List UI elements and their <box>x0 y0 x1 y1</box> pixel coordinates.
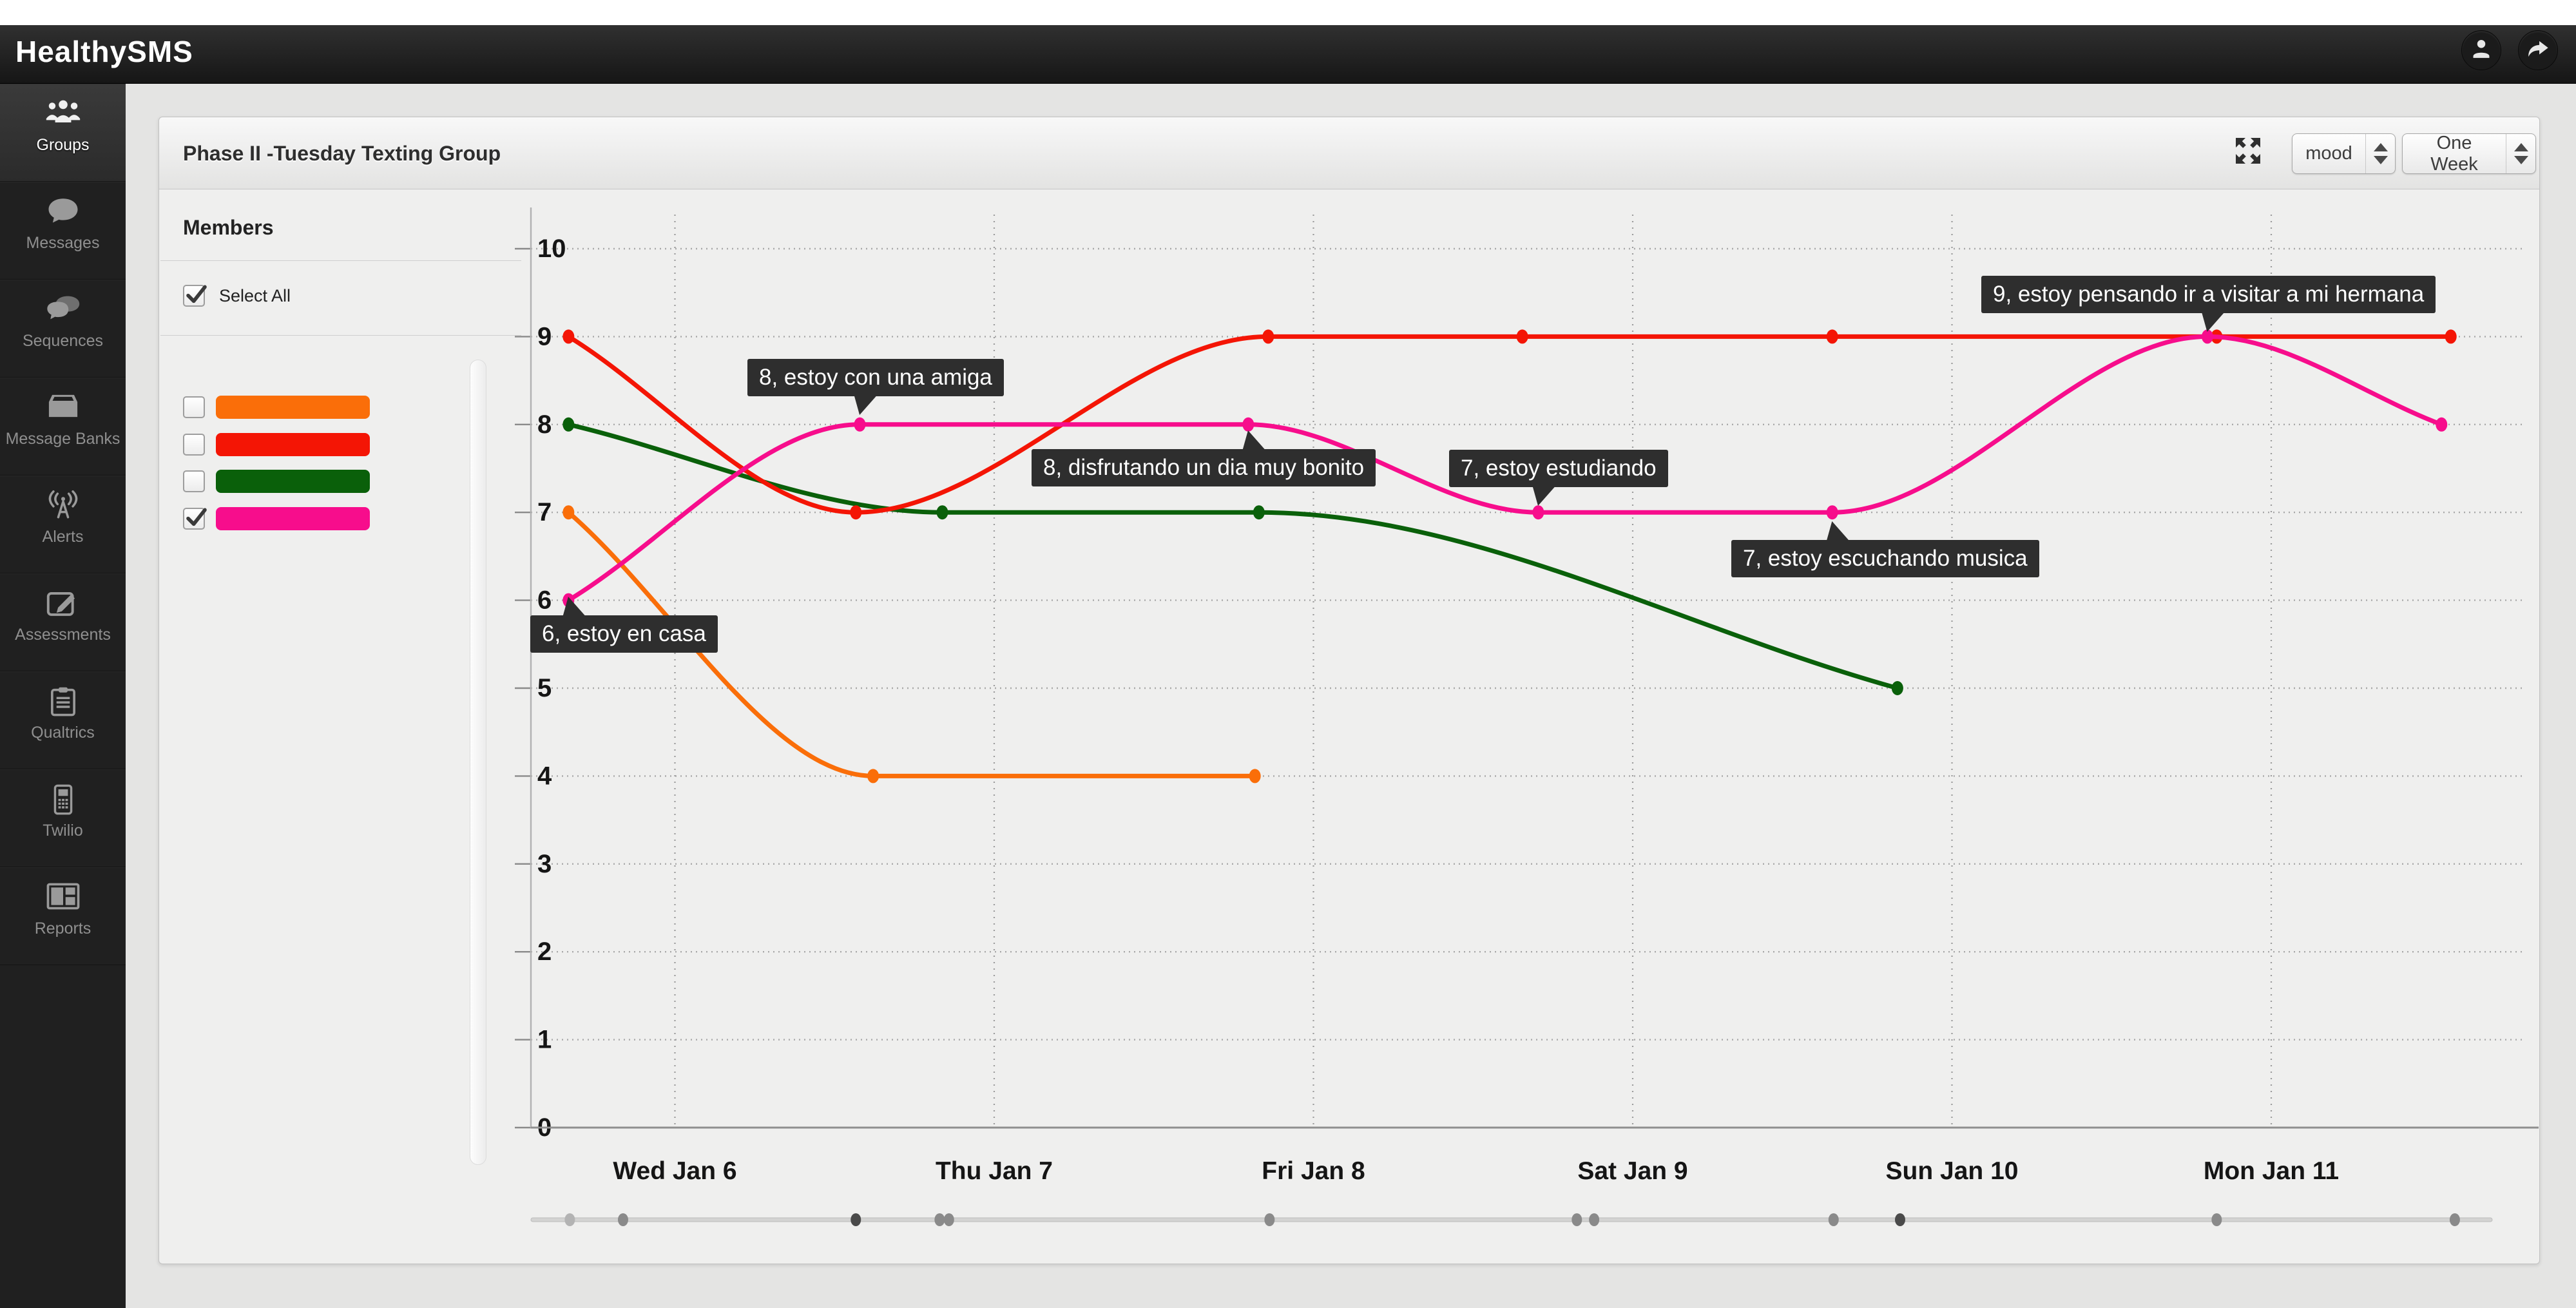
range-select[interactable]: One Week <box>2402 132 2536 175</box>
groups-icon <box>0 99 126 132</box>
select-all-row[interactable]: Select All <box>183 285 291 307</box>
member-color-bar <box>216 396 370 419</box>
sidebar-item-qualtrics[interactable]: Qualtrics <box>0 671 126 769</box>
sidebar-item-label: Groups <box>36 136 90 154</box>
sidebar-item-messages[interactable]: Messages <box>0 182 126 280</box>
person-icon <box>2470 37 2492 64</box>
clipboard-icon <box>0 686 126 720</box>
expand-arrows-icon <box>2235 138 2262 168</box>
sidebar-item-groups[interactable]: Groups <box>0 84 126 182</box>
layout-grid-icon <box>0 882 126 916</box>
edit-square-icon <box>0 588 126 622</box>
sidebar-item-sequences[interactable]: Sequences <box>0 280 126 378</box>
page-title: Phase II -Tuesday Texting Group <box>183 142 501 165</box>
speech-bubble-icon <box>0 197 126 230</box>
member-color-bar <box>216 432 370 456</box>
box-icon <box>0 392 126 426</box>
sidebar-item-label: Messages <box>26 234 100 252</box>
group-chart-panel: Phase II -Tuesday Texting Group mood One… <box>159 117 2540 1264</box>
members-heading: Members <box>183 216 274 239</box>
metric-select-value: mood <box>2305 143 2352 164</box>
double-bubble-icon <box>0 294 126 328</box>
member-row[interactable] <box>183 432 370 456</box>
panel-header: Phase II -Tuesday Texting Group mood One… <box>159 117 2539 189</box>
member-checkbox[interactable] <box>183 396 205 418</box>
checkmark-icon <box>186 508 207 526</box>
member-checkbox[interactable] <box>183 433 205 456</box>
sidebar: Groups Messages Sequences Message Banks <box>0 84 126 1308</box>
sidebar-item-alerts[interactable]: Alerts <box>0 476 126 573</box>
share-button[interactable] <box>2518 30 2558 70</box>
sidebar-item-label: Qualtrics <box>31 724 95 742</box>
range-select-value: One Week <box>2430 132 2478 175</box>
sidebar-item-label: Reports <box>34 919 91 938</box>
sidebar-item-label: Sequences <box>22 332 104 350</box>
member-checkbox[interactable] <box>183 507 207 530</box>
sidebar-item-label: Alerts <box>42 528 84 546</box>
share-arrow-icon <box>2526 39 2550 62</box>
stepper-arrows-icon <box>2506 134 2535 173</box>
divider <box>160 260 521 261</box>
sidebar-item-label: Twilio <box>43 822 83 840</box>
member-row[interactable] <box>183 506 370 530</box>
browser-top-strip <box>0 0 2576 25</box>
app-logo: HealthySMS <box>15 35 193 68</box>
sidebar-item-label: Message Banks <box>5 430 120 448</box>
member-checkbox[interactable] <box>183 470 205 492</box>
user-button[interactable] <box>2461 30 2501 70</box>
select-all-label: Select All <box>219 285 291 305</box>
sidebar-item-twilio[interactable]: Twilio <box>0 769 126 867</box>
sidebar-item-message-banks[interactable]: Message Banks <box>0 378 126 476</box>
sidebar-item-assessments[interactable]: Assessments <box>0 573 126 671</box>
checkmark-icon <box>186 285 207 303</box>
member-row[interactable] <box>183 396 370 419</box>
select-all-checkbox[interactable] <box>183 285 207 307</box>
stepper-arrows-icon <box>2365 134 2395 173</box>
phone-icon <box>0 784 126 818</box>
app-header: HealthySMS <box>0 25 2576 84</box>
sidebar-item-reports[interactable]: Reports <box>0 867 126 965</box>
member-color-bar <box>216 470 370 493</box>
member-color-bar <box>216 506 370 530</box>
expand-button[interactable] <box>2235 137 2262 165</box>
member-row[interactable] <box>183 470 370 493</box>
radio-tower-icon <box>0 490 126 524</box>
members-scrollbar[interactable] <box>470 360 486 1165</box>
sidebar-item-label: Assessments <box>15 626 111 644</box>
divider <box>160 335 521 336</box>
metric-select[interactable]: mood <box>2292 133 2396 174</box>
